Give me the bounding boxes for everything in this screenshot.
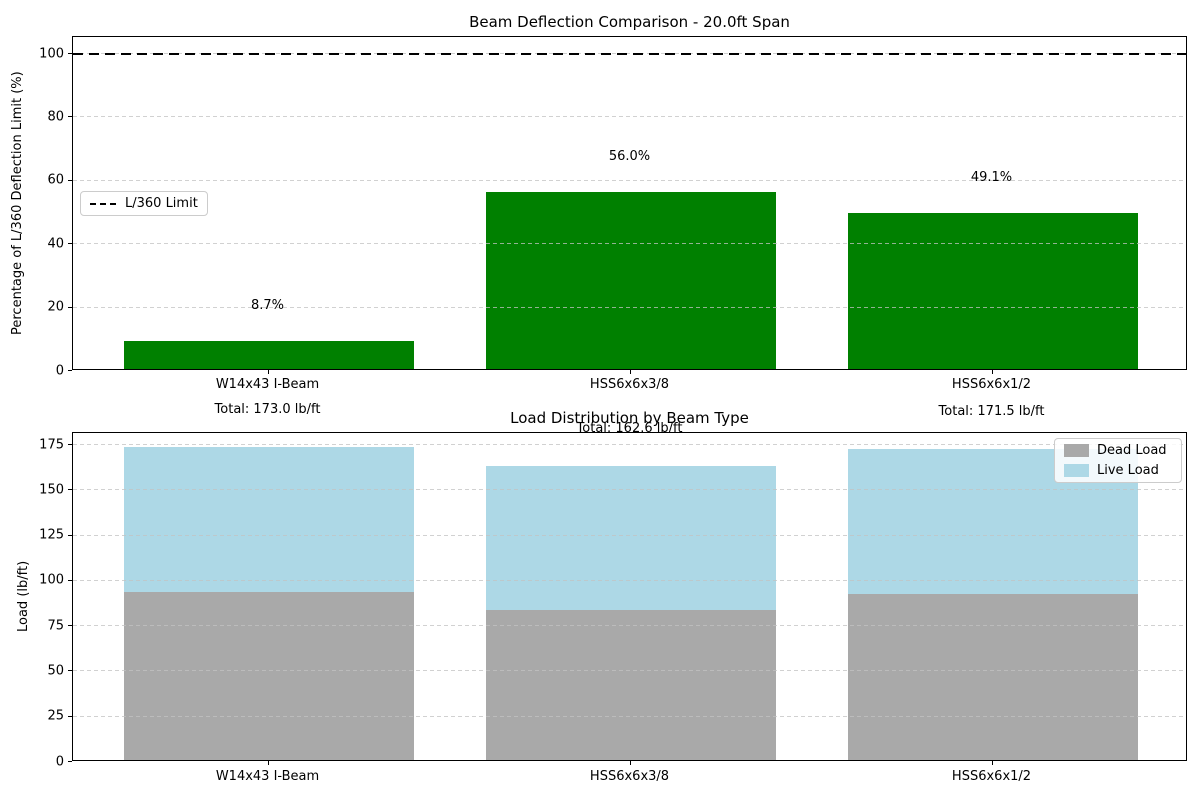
legend: L/360 Limit <box>80 191 208 216</box>
y-tick-label: 175 <box>39 437 64 453</box>
color-swatch <box>1064 464 1089 477</box>
x-tick-mark <box>267 761 269 765</box>
deflection-bar-2 <box>485 191 776 369</box>
dead-load-bar-3 <box>847 594 1138 760</box>
gridline-y50 <box>73 670 1186 672</box>
y-tick-mark <box>68 370 72 371</box>
y-tick-mark <box>68 670 72 671</box>
deflection-bar-3 <box>847 213 1138 369</box>
x-tick-mark <box>629 370 631 374</box>
x-tick-label-2: HSS6x6x3/8 <box>589 377 670 392</box>
deflection-y-axis-label: Percentage of L/360 Deflection Limit (%) <box>10 71 25 335</box>
y-tick-mark <box>68 116 72 117</box>
y-tick-mark <box>68 580 72 581</box>
gridline-y40 <box>73 243 1186 245</box>
total-label: Total: 173.0 lb/ft <box>214 401 321 417</box>
deflection-plot-area <box>72 36 1187 370</box>
gridline-y125 <box>73 534 1186 536</box>
total-label: Total: 162.6 lb/ft <box>576 420 683 436</box>
legend-label: Dead Load <box>1097 443 1167 458</box>
y-tick-label: 60 <box>47 172 64 188</box>
legend-entry: Live Load <box>1064 463 1172 478</box>
y-tick-label: 0 <box>55 363 64 378</box>
dead-load-bar-2 <box>485 610 776 760</box>
y-tick-label: 0 <box>55 754 64 769</box>
total-label: Total: 171.5 lb/ft <box>938 404 1045 420</box>
gridline-y150 <box>73 489 1186 491</box>
deflection-bar-1 <box>123 341 414 369</box>
gridline-y175 <box>73 444 1186 446</box>
y-tick-mark <box>68 307 72 308</box>
y-tick-mark <box>68 761 72 762</box>
live-load-bar-1 <box>123 446 414 592</box>
legend-entry: Dead Load <box>1064 443 1172 458</box>
load-plot-area <box>72 432 1187 761</box>
x-tick-label-3: HSS6x6x1/2 <box>951 769 1032 784</box>
x-tick-mark <box>629 761 631 765</box>
gridline-y20 <box>73 306 1186 308</box>
bar-value-label: 49.1% <box>970 170 1013 186</box>
y-tick-label: 80 <box>47 109 64 125</box>
legend-entry: L/360 Limit <box>90 196 198 211</box>
live-load-bar-2 <box>485 465 776 611</box>
deflection-chart-title: Beam Deflection Comparison - 20.0ft Span <box>469 13 790 31</box>
y-tick-mark <box>68 535 72 536</box>
dashed-line-swatch <box>90 202 117 205</box>
gridline-y60 <box>73 179 1186 181</box>
x-tick-mark <box>991 761 993 765</box>
x-tick-label-1: W14x43 I-Beam <box>215 377 320 392</box>
color-swatch <box>1064 444 1089 457</box>
x-tick-label-1: W14x43 I-Beam <box>215 769 320 784</box>
y-tick-mark <box>68 716 72 717</box>
bar-value-label: 8.7% <box>250 298 285 314</box>
y-tick-mark <box>68 243 72 244</box>
x-tick-mark <box>991 370 993 374</box>
dead-load-bar-1 <box>123 591 414 760</box>
gridline-y80 <box>73 116 1186 118</box>
y-tick-mark <box>68 53 72 54</box>
y-tick-label: 75 <box>47 618 64 634</box>
y-tick-label: 25 <box>47 708 64 724</box>
y-tick-label: 125 <box>39 527 64 543</box>
x-tick-label-3: HSS6x6x1/2 <box>951 377 1032 392</box>
gridline-y25 <box>73 715 1186 717</box>
legend-label: Live Load <box>1097 463 1159 478</box>
y-tick-mark <box>68 444 72 445</box>
y-tick-label: 20 <box>47 299 64 315</box>
load-chart-title: Load Distribution by Beam Type <box>510 409 749 427</box>
gridline-y100 <box>73 579 1186 581</box>
y-tick-mark <box>68 180 72 181</box>
legend-label: L/360 Limit <box>125 196 198 211</box>
x-tick-mark <box>267 370 269 374</box>
legend: Dead Load Live Load <box>1054 438 1182 483</box>
gridline-y75 <box>73 625 1186 627</box>
l360-limit-line <box>73 53 1186 56</box>
x-tick-label-2: HSS6x6x3/8 <box>589 769 670 784</box>
y-tick-label: 100 <box>39 572 64 588</box>
y-tick-label: 50 <box>47 663 64 679</box>
y-tick-mark <box>68 489 72 490</box>
bar-value-label: 56.0% <box>608 148 651 164</box>
y-tick-label: 150 <box>39 482 64 498</box>
y-tick-mark <box>68 625 72 626</box>
y-tick-label: 100 <box>39 46 64 62</box>
y-tick-label: 40 <box>47 236 64 252</box>
